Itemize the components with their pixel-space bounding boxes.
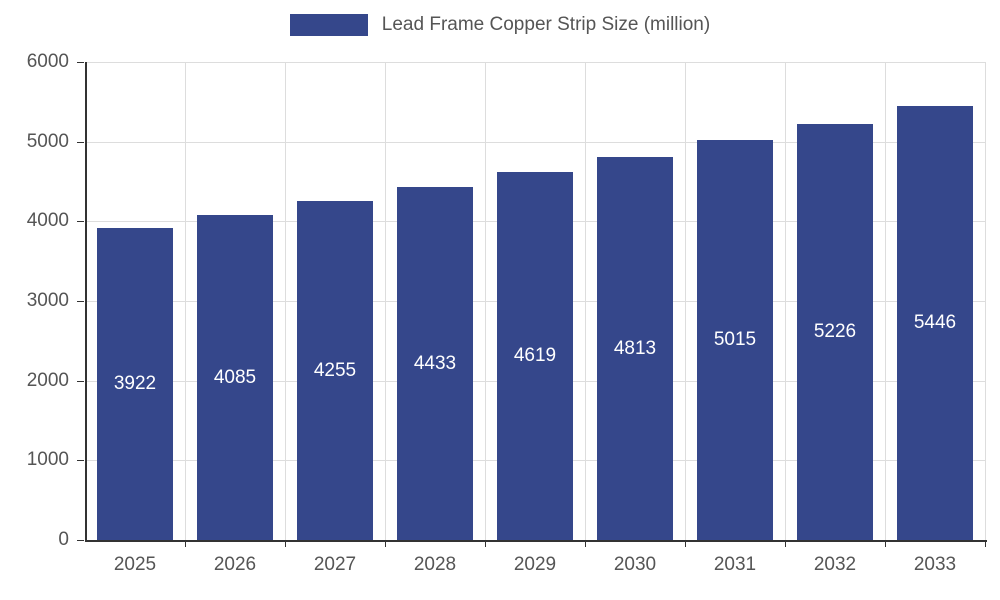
x-axis-tick bbox=[785, 540, 786, 547]
x-axis-tick-label: 2030 bbox=[613, 554, 657, 575]
y-axis-tick-label: 6000 bbox=[26, 51, 69, 72]
y-axis-tick-label: 5000 bbox=[26, 130, 69, 152]
bar: 5226 bbox=[797, 124, 873, 540]
y-axis-tick bbox=[77, 380, 84, 382]
y-axis-tick bbox=[77, 301, 84, 302]
x-axis-tick-label: 2025 bbox=[113, 554, 157, 575]
gridline-vertical bbox=[385, 62, 386, 540]
bar-value-label: 4085 bbox=[213, 366, 257, 388]
y-axis-tick-label: 4000 bbox=[26, 210, 69, 232]
y-axis-line bbox=[85, 62, 87, 540]
x-axis-tick-label: 2028 bbox=[413, 554, 457, 575]
gridline-vertical bbox=[985, 62, 986, 540]
bar-value-label: 5446 bbox=[913, 312, 957, 333]
gridline-vertical bbox=[185, 62, 186, 540]
bar: 5446 bbox=[897, 106, 973, 540]
x-axis-tick bbox=[585, 540, 586, 547]
legend-label: Lead Frame Copper Strip Size (million) bbox=[381, 14, 711, 35]
x-axis-tick-label: 2027 bbox=[313, 554, 357, 575]
y-axis-tick bbox=[77, 221, 84, 223]
y-axis-tick-label: 1000 bbox=[26, 449, 69, 471]
bar-value-label: 4813 bbox=[613, 337, 657, 359]
x-axis-tick bbox=[985, 540, 986, 547]
plot-area: 3922 4085 4255 4433 4619 4813 5015 5226 5446 bbox=[85, 62, 986, 540]
gridline-vertical bbox=[285, 62, 286, 540]
bar: 5015 bbox=[697, 140, 773, 540]
gridline-horizontal bbox=[85, 141, 985, 143]
bar: 4085 bbox=[197, 215, 273, 540]
y-axis-tick bbox=[77, 460, 84, 462]
x-axis-tick bbox=[185, 540, 186, 547]
bar-value-label: 5226 bbox=[813, 321, 857, 342]
bar-value-label: 4255 bbox=[313, 359, 357, 381]
gridline-vertical bbox=[585, 62, 586, 540]
bar-value-label: 3922 bbox=[113, 373, 157, 394]
bar: 4255 bbox=[297, 201, 373, 540]
bar: 3922 bbox=[97, 228, 173, 540]
x-axis-tick bbox=[885, 540, 886, 547]
x-axis-tick-label: 2033 bbox=[913, 554, 957, 575]
x-axis-tick bbox=[385, 540, 386, 547]
bar-value-label: 5015 bbox=[713, 329, 757, 350]
bar: 4433 bbox=[397, 187, 473, 540]
y-axis-tick-label: 3000 bbox=[26, 290, 69, 311]
x-axis-tick-label: 2029 bbox=[513, 554, 557, 575]
y-axis-tick bbox=[77, 540, 84, 541]
x-axis-tick-label: 2032 bbox=[813, 554, 857, 575]
gridline-vertical bbox=[485, 62, 486, 540]
legend: Lead Frame Copper Strip Size (million) bbox=[0, 14, 1000, 36]
gridline-vertical bbox=[885, 62, 886, 540]
y-axis-tick-label: 0 bbox=[58, 529, 69, 550]
bar-value-label: 4619 bbox=[513, 345, 557, 366]
bar: 4813 bbox=[597, 157, 673, 540]
x-axis-tick bbox=[685, 540, 686, 547]
gridline-vertical bbox=[785, 62, 786, 540]
gridline-horizontal bbox=[85, 62, 985, 63]
bar-value-label: 4433 bbox=[413, 352, 457, 374]
x-axis-tick bbox=[285, 540, 286, 547]
y-axis-tick bbox=[77, 141, 84, 143]
y-axis-tick-label: 2000 bbox=[26, 369, 69, 391]
legend-swatch bbox=[289, 14, 368, 36]
x-axis-line bbox=[85, 540, 987, 542]
x-axis-tick bbox=[485, 540, 486, 547]
y-axis-tick bbox=[77, 62, 84, 63]
bar: 4619 bbox=[497, 172, 573, 540]
x-axis-tick-label: 2026 bbox=[213, 554, 257, 575]
x-axis-tick-label: 2031 bbox=[713, 554, 757, 575]
gridline-vertical bbox=[685, 62, 686, 540]
